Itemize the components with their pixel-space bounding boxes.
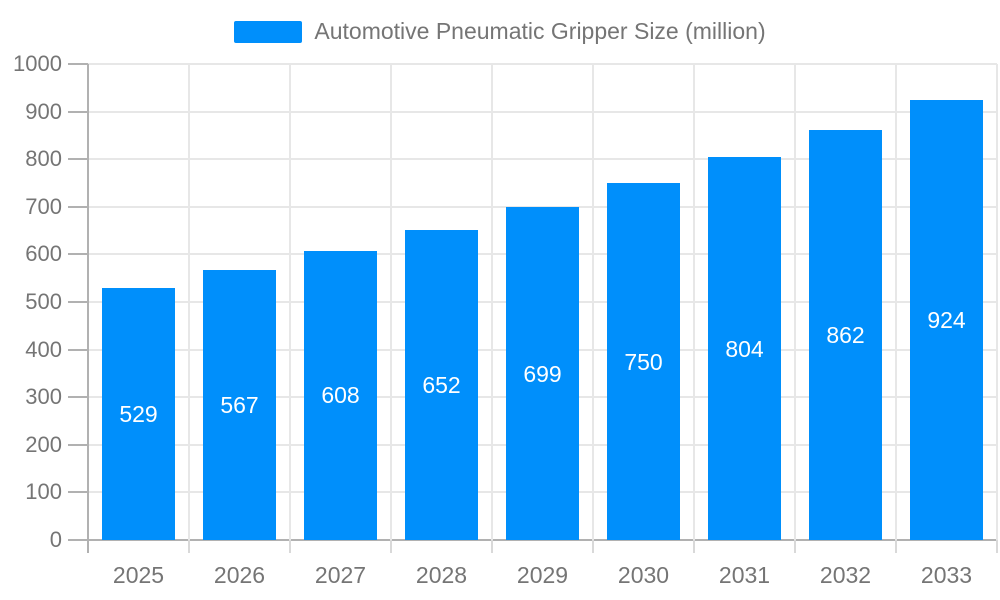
bar-2031 [708, 157, 781, 540]
bar-value-label-2026: 567 [220, 392, 259, 419]
y-axis-label-700: 700 [25, 193, 62, 219]
bar-2027 [304, 250, 377, 540]
gridline-h-700 [88, 205, 997, 208]
y-axis-tick-1000 [68, 63, 88, 65]
bar-value-label-2029: 699 [523, 360, 562, 387]
gridline-v-9 [996, 64, 998, 540]
x-axis-tick-7 [794, 540, 796, 553]
x-axis-tick-8 [895, 540, 897, 553]
bar-2032 [809, 129, 882, 540]
bar-value-label-2028: 652 [422, 371, 461, 398]
gridline-v-6 [693, 64, 695, 540]
y-axis-line [87, 64, 89, 540]
y-axis-tick-900 [68, 110, 88, 113]
x-axis-tick-9 [996, 540, 998, 553]
x-axis-label-2025: 2025 [112, 562, 165, 588]
y-axis-label-0: 0 [49, 527, 62, 552]
x-axis-label-2033: 2033 [920, 562, 973, 588]
x-axis-tick-2 [289, 540, 291, 553]
x-axis-line [88, 539, 997, 541]
legend-marker-icon [234, 20, 303, 43]
y-axis-tick-800 [68, 158, 88, 161]
bar-2026 [203, 270, 276, 540]
bar-2025 [102, 288, 175, 540]
bar-2029 [506, 207, 579, 540]
x-axis-tick-5 [592, 540, 594, 553]
x-axis-tick-4 [491, 540, 493, 553]
y-axis-label-800: 800 [25, 146, 62, 172]
y-axis-label-600: 600 [25, 241, 62, 267]
x-axis-tick-1 [188, 540, 190, 553]
gridline-v-7 [794, 64, 796, 540]
y-axis-tick-700 [68, 205, 88, 208]
y-axis-tick-500 [68, 301, 88, 303]
y-axis-label-900: 900 [25, 98, 62, 124]
gridline-h-1000 [88, 63, 997, 65]
legend-label: Automotive Pneumatic Gripper Size (milli… [314, 18, 766, 44]
bar-value-label-2033: 924 [927, 307, 966, 334]
x-axis-label-2031: 2031 [718, 562, 771, 588]
x-axis-tick-6 [693, 540, 695, 553]
x-axis-label-2029: 2029 [516, 562, 569, 588]
gridline-v-4 [491, 64, 493, 540]
x-axis-label-2030: 2030 [617, 562, 670, 588]
gridline-v-8 [895, 64, 897, 540]
gridline-v-5 [592, 64, 594, 540]
y-axis-tick-600 [68, 253, 88, 256]
y-axis-label-500: 500 [25, 289, 62, 314]
gridline-v-1 [188, 64, 190, 540]
y-axis-tick-0 [68, 539, 88, 541]
gridline-v-2 [289, 64, 291, 540]
x-axis-label-2028: 2028 [415, 562, 468, 588]
bar-value-label-2031: 804 [725, 335, 764, 362]
y-axis-tick-400 [68, 348, 88, 351]
x-axis-tick-3 [390, 540, 392, 553]
x-axis-label-2032: 2032 [819, 562, 872, 588]
y-axis-label-400: 400 [25, 336, 62, 362]
x-axis-tick-0 [87, 540, 89, 553]
y-axis-label-300: 300 [25, 384, 62, 410]
gridline-h-800 [88, 158, 997, 161]
x-axis-label-2026: 2026 [213, 562, 266, 588]
bar-2030 [607, 183, 680, 540]
bar-value-label-2032: 862 [826, 321, 865, 348]
gridline-h-900 [88, 110, 997, 113]
bar-2033 [910, 100, 983, 540]
y-axis-tick-200 [68, 443, 88, 446]
y-axis-tick-100 [68, 491, 88, 494]
bar-value-label-2030: 750 [624, 348, 663, 375]
x-axis-label-2027: 2027 [314, 562, 367, 588]
y-axis-label-100: 100 [25, 479, 62, 505]
y-axis-tick-300 [68, 396, 88, 399]
bar-value-label-2027: 608 [321, 382, 360, 409]
bar-2028 [405, 229, 478, 540]
bar-value-label-2025: 529 [119, 401, 158, 428]
y-axis-label-200: 200 [25, 431, 62, 457]
gridline-v-3 [390, 64, 392, 540]
legend: Automotive Pneumatic Gripper Size (milli… [0, 18, 1000, 45]
legend-item[interactable]: Automotive Pneumatic Gripper Size (milli… [234, 18, 766, 45]
y-axis-label-1000: 1000 [13, 51, 62, 76]
